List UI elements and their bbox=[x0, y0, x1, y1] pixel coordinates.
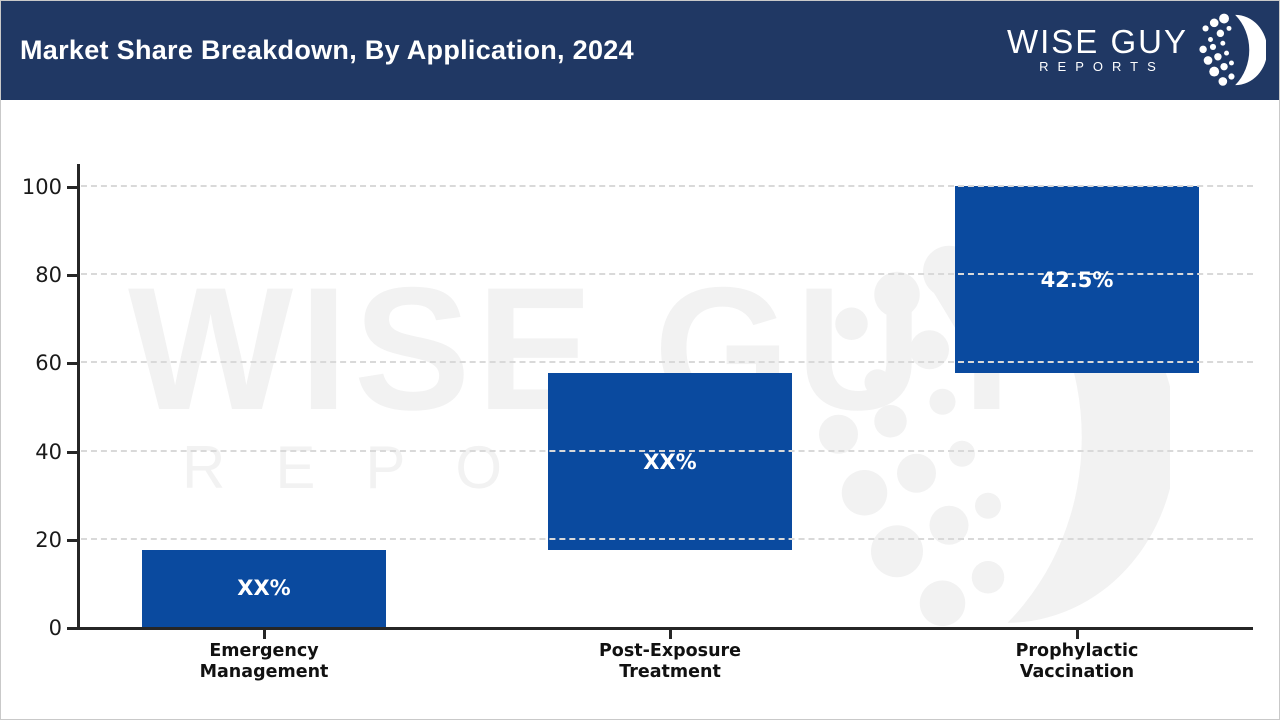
category-label-prophylactic-vaccination: Prophylactic Vaccination bbox=[917, 641, 1237, 683]
x-axis-line bbox=[77, 627, 1253, 630]
bar-post-exposure-treatment bbox=[548, 373, 792, 550]
header-bar: Market Share Breakdown, By Application, … bbox=[0, 0, 1280, 100]
y-tick-100 bbox=[67, 186, 77, 189]
category-label-post-exposure-treatment: Post-Exposure Treatment bbox=[510, 641, 830, 683]
category-label-line: Prophylactic bbox=[1015, 641, 1139, 661]
y-tick-label-100: 100 bbox=[21, 175, 62, 199]
y-tick-80 bbox=[67, 274, 77, 277]
gridline-y80 bbox=[81, 273, 1253, 275]
bar-value-label-prophylactic-vaccination: 42.5% bbox=[1040, 267, 1114, 292]
wiseguy-face-icon bbox=[1199, 13, 1266, 86]
x-tick-prophylactic-vaccination bbox=[1076, 630, 1079, 639]
gridline-y40 bbox=[81, 450, 1253, 452]
y-tick-60 bbox=[67, 362, 77, 365]
y-tick-label-80: 80 bbox=[35, 263, 62, 287]
logo-subtitle: REPORTS bbox=[1039, 59, 1165, 74]
bar-value-label-emergency-management: XX% bbox=[237, 576, 291, 601]
wiseguy-logo: WISE GUY REPORTS bbox=[1007, 8, 1266, 92]
page-title: Market Share Breakdown, By Application, … bbox=[20, 34, 634, 65]
bar-prophylactic-vaccination bbox=[955, 186, 1199, 374]
bar-emergency-management bbox=[142, 549, 386, 627]
category-label-line: Emergency bbox=[209, 641, 319, 661]
x-tick-emergency-management bbox=[263, 630, 266, 639]
y-tick-20 bbox=[67, 539, 77, 542]
y-tick-label-40: 40 bbox=[35, 440, 62, 464]
y-tick-label-0: 0 bbox=[48, 616, 62, 640]
gridline-y20 bbox=[81, 538, 1253, 540]
gridline-y100 bbox=[81, 185, 1253, 187]
y-tick-label-20: 20 bbox=[35, 528, 62, 552]
gridline-y60 bbox=[81, 361, 1253, 363]
y-tick-label-60: 60 bbox=[35, 351, 62, 375]
bar-value-label-post-exposure-treatment: XX% bbox=[643, 449, 697, 474]
category-label-line: Post-Exposure bbox=[598, 641, 742, 661]
y-tick-0 bbox=[67, 627, 77, 630]
y-tick-40 bbox=[67, 451, 77, 454]
y-axis-line bbox=[77, 164, 80, 630]
category-label-line: Treatment bbox=[619, 662, 721, 682]
x-tick-post-exposure-treatment bbox=[669, 630, 672, 639]
category-label-emergency-management: Emergency Management bbox=[104, 641, 424, 683]
category-label-line: Vaccination bbox=[1019, 662, 1135, 682]
logo-wordmark: WISE GUY bbox=[1006, 23, 1188, 60]
category-label-line: Management bbox=[199, 662, 329, 682]
